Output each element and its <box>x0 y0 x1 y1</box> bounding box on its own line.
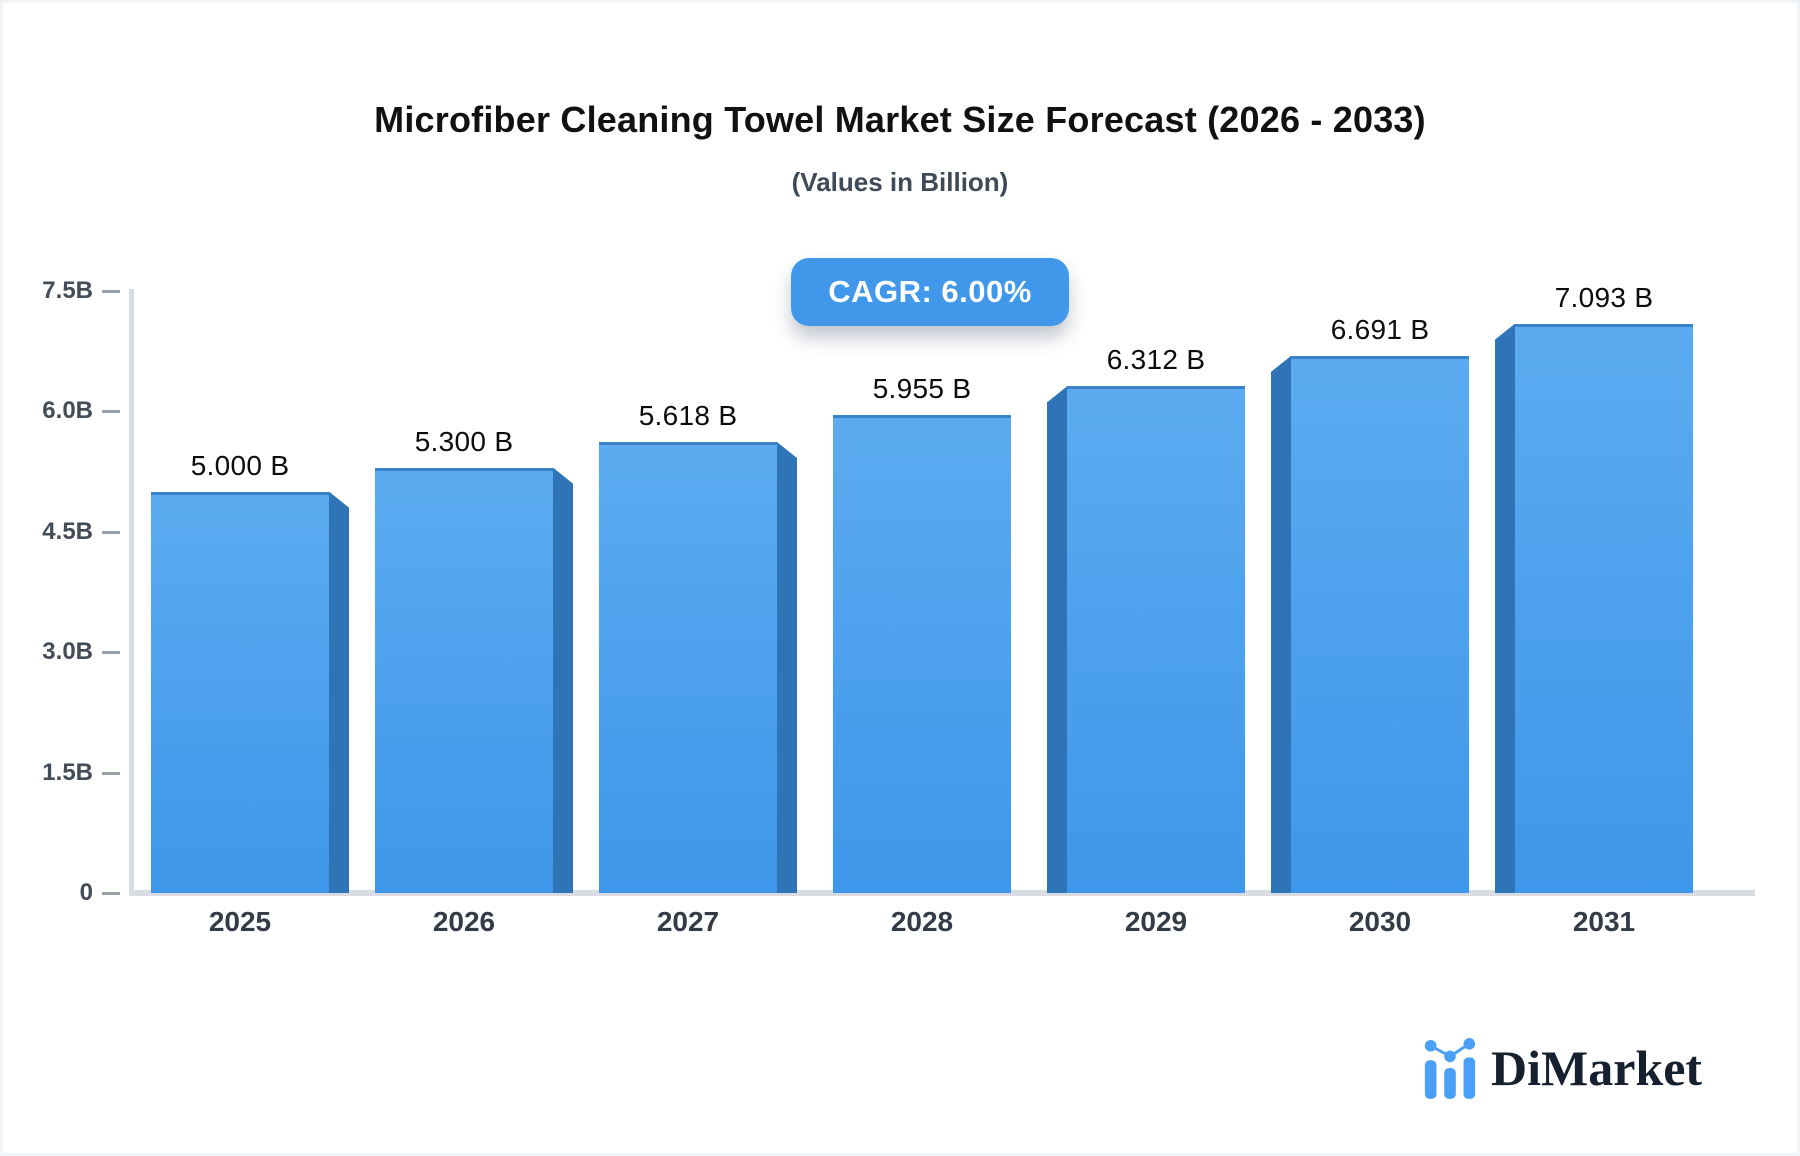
y-tick-mark <box>102 290 120 293</box>
cagr-badge-label: CAGR: 6.00% <box>828 274 1032 309</box>
bar-3d-side-2030 <box>1271 355 1291 893</box>
x-tick-label-2030: 2030 <box>1348 906 1412 937</box>
y-tick-mark <box>102 892 120 895</box>
bar-2028[interactable] <box>833 415 1011 893</box>
x-tick-label-2027: 2027 <box>656 906 720 937</box>
y-tick-label-4.5B: 4.5B <box>42 517 93 545</box>
y-tick-label-1.5B: 1.5B <box>42 758 93 786</box>
bar-value-label-2027: 5.618 B <box>638 400 738 432</box>
x-tick-label-2026: 2026 <box>432 906 496 937</box>
y-tick-mark <box>102 771 120 775</box>
y-tick-mark <box>102 530 120 534</box>
bar-value-label-2029: 6.312 B <box>1106 344 1206 376</box>
x-tick-label-2028: 2028 <box>890 906 954 937</box>
cagr-badge: CAGR: 6.00% <box>791 258 1069 326</box>
y-tick-mark <box>102 651 120 655</box>
bar-2031[interactable] <box>1515 323 1693 893</box>
y-tick-label-0: 0 <box>79 879 93 906</box>
y-tick-label-3.0B: 3.0B <box>42 638 93 666</box>
dimarket-logo-text: DiMarket <box>1491 1040 1703 1096</box>
bar-chart-plot: 0 1.5B 3.0B 4.5B 6.0B 7.5B 5.000 B 5.300 B 5.61… <box>3 3 1797 1153</box>
bar-value-label-2028: 5.955 B <box>872 373 972 404</box>
x-tick-label-2025: 2025 <box>208 906 272 937</box>
bar-3d-side-2025 <box>329 491 349 893</box>
bar-value-label-2031: 7.093 B <box>1554 281 1654 313</box>
chart-title: Microfiber Cleaning Towel Market Size Fo… <box>374 99 1426 140</box>
bar-3d-side-2031 <box>1495 323 1515 893</box>
bar-value-label-2025: 5.000 B <box>190 449 290 481</box>
chart-subtitle: (Values in Billion) <box>791 167 1009 197</box>
bar-3d-side-2029 <box>1047 386 1067 893</box>
x-tick-label-2029: 2029 <box>1124 906 1188 937</box>
bar-value-label-2026: 5.300 B <box>414 425 514 457</box>
bar-3d-side-2026 <box>553 467 573 893</box>
bar-2025[interactable] <box>151 491 329 893</box>
dimarket-logo-icon <box>1424 1038 1476 1099</box>
bar-value-label-2030: 6.691 B <box>1330 313 1430 345</box>
y-tick-label-7.5B: 7.5B <box>42 277 93 304</box>
bar-2029[interactable] <box>1067 386 1245 893</box>
x-tick-label-2031: 2031 <box>1572 906 1636 937</box>
y-tick-mark <box>102 410 120 414</box>
bar-2026[interactable] <box>375 467 553 893</box>
y-tick-label-6.0B: 6.0B <box>42 397 93 425</box>
bar-2027[interactable] <box>599 442 777 893</box>
y-axis-line <box>129 289 134 896</box>
brand-logo: DiMarket <box>1421 1037 1702 1099</box>
x-axis-baseline <box>129 890 1755 896</box>
bar-3d-side-2027 <box>777 442 797 893</box>
bar-2030[interactable] <box>1291 355 1469 893</box>
